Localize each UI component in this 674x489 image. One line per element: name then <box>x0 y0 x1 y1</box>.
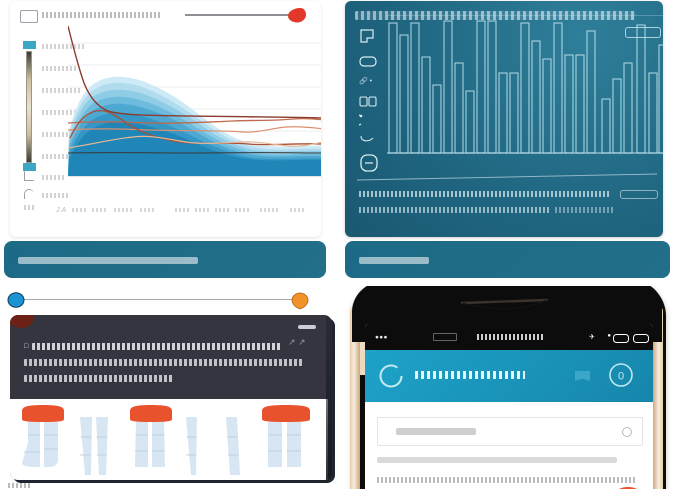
svg-text:0: 0 <box>618 371 624 383</box>
